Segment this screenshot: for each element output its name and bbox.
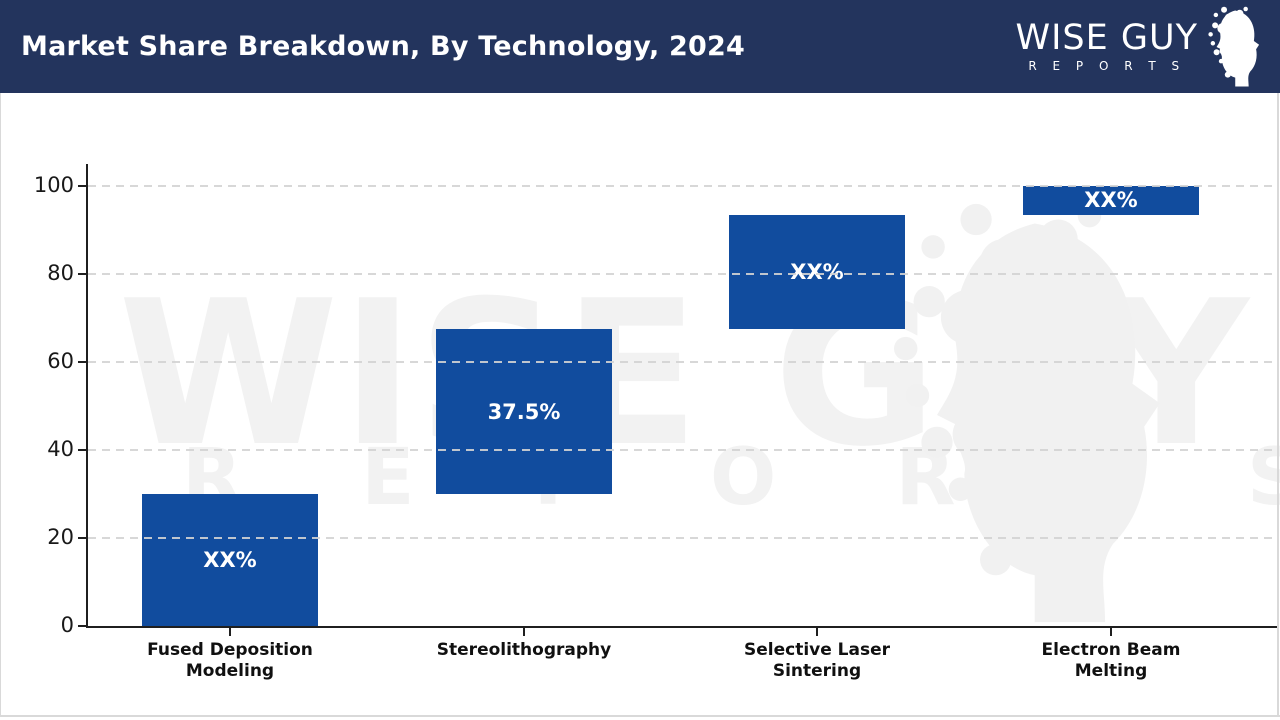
frame-border-right — [1277, 93, 1279, 717]
x-axis-line — [86, 626, 1277, 628]
logo-subtitle: R E P O R T S — [1028, 59, 1186, 73]
y-tick-mark — [78, 537, 86, 539]
y-tick-mark — [78, 185, 86, 187]
y-tick-label: 40 — [47, 437, 74, 461]
x-tick-mark — [1110, 628, 1112, 636]
y-gridline — [88, 361, 1276, 363]
bar-value-label: 37.5% — [487, 399, 561, 424]
y-tick-label: 20 — [47, 525, 74, 549]
x-tick-mark — [229, 628, 231, 636]
watermark-subtitle: R E P O R T S — [182, 433, 1280, 523]
brand-logo: WISE GUY R E P O R T S — [1015, 6, 1266, 88]
bar: XX% — [1023, 186, 1199, 215]
x-tick-mark — [523, 628, 525, 636]
header-bar: Market Share Breakdown, By Technology, 2… — [0, 0, 1280, 93]
y-tick-label: 60 — [47, 349, 74, 373]
watermark-head-profile-icon — [894, 203, 1160, 623]
bar-value-label: XX% — [1084, 188, 1138, 213]
logo-head-profile-icon — [1208, 6, 1260, 87]
y-gridline — [88, 185, 1276, 187]
logo-wordmark: WISE GUY — [1015, 18, 1198, 58]
frame-border-left — [0, 93, 1, 717]
y-tick-label: 0 — [60, 613, 74, 637]
x-tick-mark — [816, 628, 818, 636]
y-gridline — [88, 449, 1276, 451]
y-axis-line — [86, 164, 88, 628]
y-gridline — [88, 273, 1276, 275]
watermark-wordmark: WISE GUY — [118, 258, 1251, 491]
bar-value-label: XX% — [790, 259, 844, 284]
x-category-label: Fused Deposition Modeling — [147, 640, 313, 681]
y-gridline — [88, 537, 1276, 539]
x-category-label: Electron Beam Melting — [1041, 640, 1181, 681]
frame-border-bottom — [0, 715, 1280, 717]
y-tick-mark — [78, 449, 86, 451]
x-category-label: Selective Laser Sintering — [743, 640, 891, 681]
bar: XX% — [142, 494, 318, 626]
y-tick-label: 80 — [47, 261, 74, 285]
y-tick-mark — [78, 273, 86, 275]
chart-title: Market Share Breakdown, By Technology, 2… — [21, 31, 746, 62]
y-tick-mark — [78, 625, 86, 627]
x-category-label: Stereolithography — [436, 640, 612, 660]
bar: XX% — [729, 214, 905, 329]
y-tick-mark — [78, 361, 86, 363]
y-tick-label: 100 — [33, 173, 74, 197]
bar-value-label: XX% — [203, 548, 257, 572]
bar: 37.5% — [436, 329, 612, 494]
